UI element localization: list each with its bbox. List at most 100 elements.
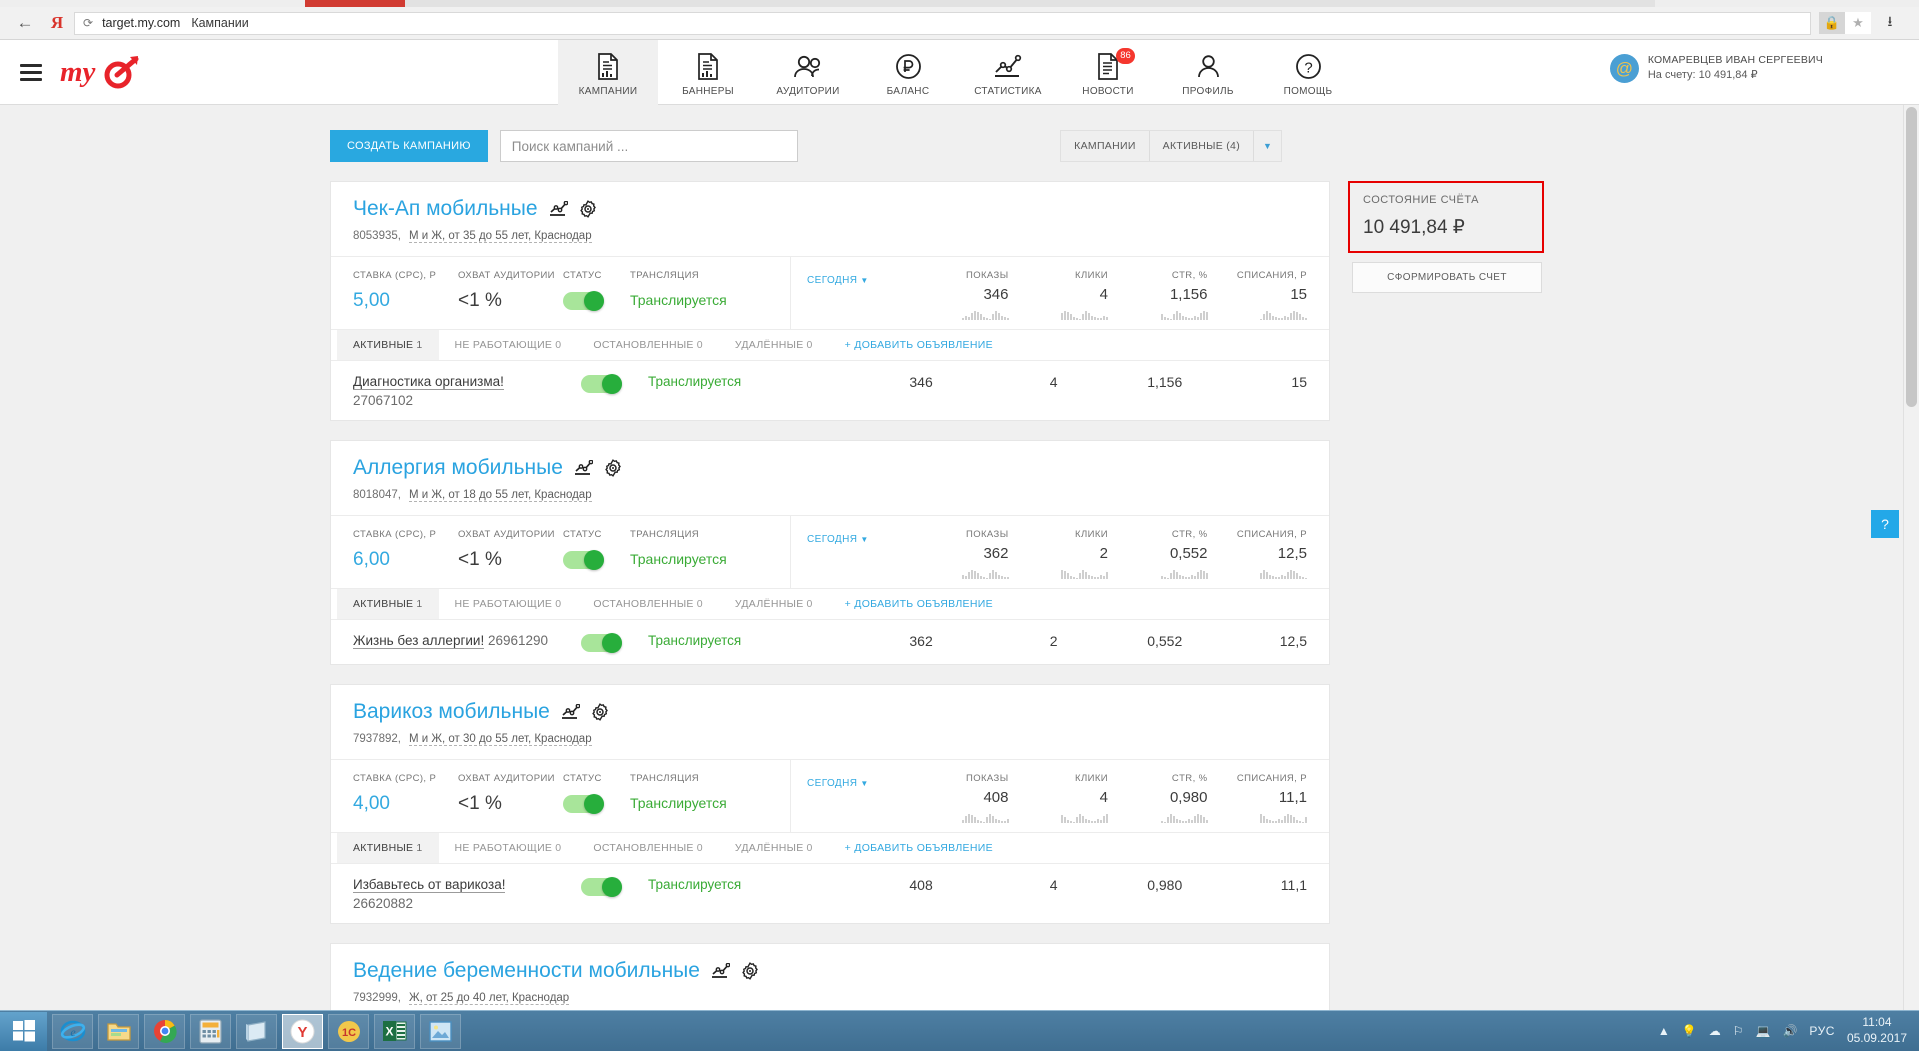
lock-icon[interactable]: 🔒 bbox=[1819, 12, 1845, 34]
calculator-icon[interactable] bbox=[190, 1013, 231, 1049]
ad-tab-active[interactable]: АКТИВНЫЕ 1 bbox=[337, 589, 439, 619]
gear-icon[interactable] bbox=[591, 703, 609, 721]
chart-line-icon[interactable] bbox=[711, 963, 730, 979]
lamp-icon[interactable]: 💡 bbox=[1681, 1024, 1697, 1038]
ad-tab-active[interactable]: АКТИВНЫЕ 1 bbox=[337, 833, 439, 863]
excel-icon[interactable]: X bbox=[374, 1013, 415, 1049]
taskbar-items: e Y 1C X bbox=[52, 1013, 461, 1049]
period-selector[interactable]: СЕГОДНЯ ▼ bbox=[807, 778, 869, 789]
chevron-down-icon[interactable]: ▼ bbox=[860, 276, 869, 285]
period-selector[interactable]: СЕГОДНЯ ▼ bbox=[807, 275, 869, 286]
chart-line-icon[interactable] bbox=[561, 704, 580, 720]
nav-item-help[interactable]: ? ПОМОЩЬ bbox=[1258, 40, 1358, 105]
flag-icon[interactable]: ⚐ bbox=[1732, 1024, 1744, 1038]
volume-icon[interactable]: 🔊 bbox=[1782, 1024, 1798, 1038]
generate-invoice-button[interactable]: СФОРМИРОВАТЬ СЧЕТ bbox=[1352, 262, 1542, 293]
gear-icon[interactable] bbox=[579, 200, 597, 218]
nav-item-statistics[interactable]: СТАТИСТИКА bbox=[958, 40, 1058, 105]
ad-tab-stopped[interactable]: ОСТАНОВЛЕННЫЕ 0 bbox=[593, 598, 703, 610]
stat-bid-value[interactable]: 4,00 bbox=[353, 793, 390, 814]
1c-icon[interactable]: 1C bbox=[328, 1013, 369, 1049]
page-scrollbar[interactable] bbox=[1903, 105, 1919, 1033]
ad-tab-deleted[interactable]: УДАЛЁННЫЕ 0 bbox=[734, 842, 813, 854]
back-arrow-icon[interactable]: ← bbox=[16, 13, 34, 32]
campaign-targeting[interactable]: Ж, от 25 до 40 лет, Краснодар bbox=[408, 992, 570, 1005]
reload-icon[interactable]: ⟳ bbox=[83, 16, 94, 30]
campaign-status-toggle[interactable] bbox=[563, 550, 604, 570]
filter-entity[interactable]: КАМПАНИИ bbox=[1074, 140, 1136, 152]
chart-line-icon[interactable] bbox=[549, 201, 568, 217]
mytarget-logo[interactable]: my bbox=[60, 53, 150, 91]
ad-tab-stopped[interactable]: ОСТАНОВЛЕННЫЕ 0 bbox=[593, 842, 703, 854]
clock[interactable]: 11:04 05.09.2017 bbox=[1847, 1015, 1907, 1046]
yandex-logo-icon[interactable]: Я bbox=[50, 13, 64, 32]
chart-line-icon[interactable] bbox=[574, 460, 593, 476]
nav-item-news[interactable]: 86 НОВОСТИ bbox=[1058, 40, 1158, 105]
stat-bid-value[interactable]: 5,00 bbox=[353, 290, 390, 311]
ad-status-toggle[interactable] bbox=[581, 877, 622, 897]
windows-start-icon[interactable] bbox=[0, 1011, 47, 1051]
ad-tab-notworking[interactable]: НЕ РАБОТАЮЩИЕ 0 bbox=[454, 842, 562, 854]
campaign-status-toggle[interactable] bbox=[563, 291, 604, 311]
help-tab-button[interactable]: ? bbox=[1871, 510, 1899, 538]
campaign-title[interactable]: Чек-Ап мобильные bbox=[353, 197, 538, 220]
ad-status-toggle[interactable] bbox=[581, 374, 622, 394]
ad-status-toggle[interactable] bbox=[581, 633, 622, 653]
nav-item-banners[interactable]: БАННЕРЫ bbox=[658, 40, 758, 105]
nav-item-balance[interactable]: БАЛАНС bbox=[858, 40, 958, 105]
add-ad-button[interactable]: + ДОБАВИТЬ ОБЪЯВЛЕНИЕ bbox=[844, 842, 993, 854]
campaign-title[interactable]: Ведение беременности мобильные bbox=[353, 959, 700, 982]
ad-title[interactable]: Диагностика организма! bbox=[353, 374, 504, 390]
download-icon[interactable]: ⭳ bbox=[1887, 13, 1893, 29]
campaign-title[interactable]: Варикоз мобильные bbox=[353, 700, 550, 723]
nav-item-profile[interactable]: ПРОФИЛЬ bbox=[1158, 40, 1258, 105]
photo-viewer-icon[interactable] bbox=[420, 1013, 461, 1049]
ad-title[interactable]: Жизнь без аллергии! bbox=[353, 633, 485, 649]
network-icon[interactable]: 💻 bbox=[1755, 1024, 1771, 1038]
campaign-title[interactable]: Аллергия мобильные bbox=[353, 456, 563, 479]
add-ad-button[interactable]: + ДОБАВИТЬ ОБЪЯВЛЕНИЕ bbox=[844, 339, 993, 351]
gear-icon[interactable] bbox=[741, 962, 759, 980]
campaign-targeting[interactable]: М и Ж, от 30 до 55 лет, Краснодар bbox=[408, 733, 592, 746]
chevron-down-icon[interactable]: ▼ bbox=[860, 779, 869, 788]
metric-ctr-label: CTR, % bbox=[1171, 529, 1208, 540]
ad-tab-deleted[interactable]: УДАЛЁННЫЕ 0 bbox=[734, 339, 813, 351]
stat-bid-value[interactable]: 6,00 bbox=[353, 549, 390, 570]
chrome-icon[interactable] bbox=[144, 1013, 185, 1049]
metric-spend-label: СПИСАНИЯ, Р bbox=[1236, 270, 1307, 281]
search-input[interactable] bbox=[499, 130, 798, 162]
add-ad-button[interactable]: + ДОБАВИТЬ ОБЪЯВЛЕНИЕ bbox=[844, 598, 993, 610]
notepad-icon[interactable] bbox=[236, 1013, 277, 1049]
chevron-down-icon[interactable]: ▼ bbox=[860, 535, 869, 544]
ad-tab-notworking[interactable]: НЕ РАБОТАЮЩИЕ 0 bbox=[454, 339, 562, 351]
nav-item-audiences[interactable]: АУДИТОРИИ bbox=[758, 40, 858, 105]
url-input[interactable]: ⟳ target.my.com Кампании bbox=[74, 11, 1811, 35]
ad-tab-deleted[interactable]: УДАЛЁННЫЕ 0 bbox=[734, 598, 813, 610]
ad-tab-stopped[interactable]: ОСТАНОВЛЕННЫЕ 0 bbox=[593, 339, 703, 351]
campaign-targeting[interactable]: М и Ж, от 35 до 55 лет, Краснодар bbox=[408, 230, 592, 243]
star-icon[interactable]: ★ bbox=[1852, 15, 1864, 30]
file-explorer-icon[interactable] bbox=[98, 1013, 139, 1049]
internet-explorer-icon[interactable]: e bbox=[52, 1013, 93, 1049]
hamburger-icon[interactable] bbox=[8, 63, 54, 81]
ad-title[interactable]: Избавьтесь от варикоза! bbox=[353, 877, 506, 893]
nav-item-campaigns[interactable]: КАМПАНИИ bbox=[558, 40, 658, 105]
gear-icon[interactable] bbox=[604, 459, 622, 477]
chevron-down-icon[interactable]: ▼ bbox=[1253, 131, 1281, 161]
ad-tab-notworking[interactable]: НЕ РАБОТАЮЩИЕ 0 bbox=[454, 598, 562, 610]
language-indicator[interactable]: РУС bbox=[1809, 1024, 1835, 1038]
yandex-browser-icon[interactable]: Y bbox=[282, 1013, 323, 1049]
campaign-targeting[interactable]: М и Ж, от 18 до 55 лет, Краснодар bbox=[408, 489, 592, 502]
period-selector[interactable]: СЕГОДНЯ ▼ bbox=[807, 534, 869, 545]
stat-broadcast-label: ТРАНСЛЯЦИЯ bbox=[630, 270, 700, 281]
account-summary[interactable]: @ КОМАРЕВЦЕВ ИВАН СЕРГЕЕВИЧ На счету: 10… bbox=[1609, 54, 1823, 83]
ad-tab-active[interactable]: АКТИВНЫЕ 1 bbox=[337, 330, 439, 360]
chevron-up-icon[interactable]: ▲ bbox=[1657, 1024, 1670, 1038]
cloud-icon[interactable]: ☁ bbox=[1708, 1024, 1721, 1038]
stat-status-label: СТАТУС bbox=[563, 270, 602, 281]
create-campaign-button[interactable]: СОЗДАТЬ КАМПАНИЮ bbox=[330, 130, 488, 162]
scrollbar-thumb[interactable] bbox=[1906, 107, 1917, 407]
filter-status[interactable]: АКТИВНЫЕ (4) bbox=[1148, 131, 1253, 161]
campaign-status-toggle[interactable] bbox=[563, 794, 604, 814]
shows-sparkline bbox=[921, 566, 1009, 579]
